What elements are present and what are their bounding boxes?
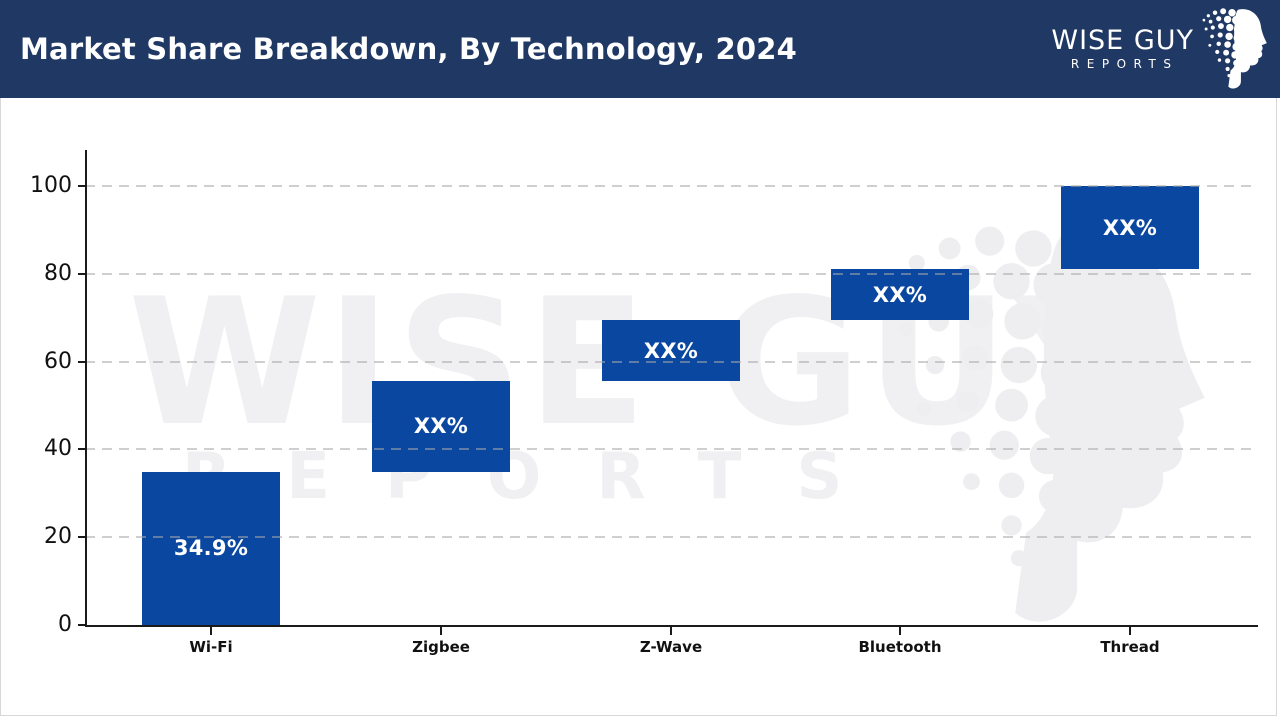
x-category-label: Wi-Fi bbox=[189, 638, 233, 656]
brand-subname: REPORTS bbox=[1070, 57, 1179, 71]
x-tick-mark bbox=[210, 627, 212, 635]
chart-title: Market Share Breakdown, By Technology, 2… bbox=[20, 32, 798, 66]
header-bar: Market Share Breakdown, By Technology, 2… bbox=[0, 0, 1280, 98]
y-tick-mark bbox=[78, 272, 85, 275]
brand-face-icon bbox=[1198, 5, 1272, 93]
y-tick-label: 100 bbox=[30, 173, 72, 198]
bar-value-label: XX% bbox=[643, 338, 699, 363]
bar-z-wave: XX% bbox=[602, 320, 740, 381]
y-axis-line bbox=[85, 150, 87, 627]
bar-value-label: 34.9% bbox=[173, 536, 249, 561]
gridline-60 bbox=[85, 360, 1258, 363]
y-tick-label: 20 bbox=[44, 524, 72, 550]
bar-wi-fi: 34.9% bbox=[142, 471, 280, 625]
y-tick-mark bbox=[78, 360, 85, 363]
x-category-label: Thread bbox=[1100, 638, 1160, 656]
y-tick-label: 60 bbox=[44, 348, 72, 374]
bar-value-label: XX% bbox=[1102, 215, 1158, 240]
brand-logo: WISE GUY REPORTS bbox=[1051, 5, 1272, 93]
bar-value-label: XX% bbox=[413, 414, 469, 439]
x-category-label: Zigbee bbox=[412, 638, 470, 656]
gridline-20 bbox=[85, 536, 1258, 539]
y-tick-mark bbox=[78, 185, 85, 187]
y-tick-mark bbox=[78, 624, 85, 626]
brand-logo-text: WISE GUY REPORTS bbox=[1051, 26, 1194, 72]
bar-value-label: XX% bbox=[872, 282, 928, 307]
gridline-80 bbox=[85, 272, 1258, 275]
x-axis-line bbox=[85, 625, 1258, 627]
y-tick-label: 40 bbox=[44, 436, 72, 462]
x-tick-mark bbox=[1129, 627, 1131, 635]
bar-zigbee: XX% bbox=[372, 380, 510, 472]
gridline-40 bbox=[85, 448, 1258, 451]
y-tick-mark bbox=[78, 448, 85, 451]
y-tick-label: 0 bbox=[58, 612, 72, 637]
y-tick-mark bbox=[78, 536, 85, 539]
bar-bluetooth: XX% bbox=[831, 269, 969, 321]
x-tick-mark bbox=[899, 627, 901, 635]
y-tick-label: 80 bbox=[44, 260, 72, 286]
watermark-subtext: REPORTS bbox=[182, 440, 898, 514]
x-tick-mark bbox=[670, 627, 672, 635]
x-category-label: Bluetooth bbox=[858, 638, 942, 656]
brand-name: WISE GUY bbox=[1051, 25, 1194, 56]
gridline-100 bbox=[85, 185, 1258, 187]
x-tick-mark bbox=[440, 627, 442, 635]
bar-thread: XX% bbox=[1061, 186, 1199, 270]
x-category-label: Z-Wave bbox=[639, 638, 703, 656]
